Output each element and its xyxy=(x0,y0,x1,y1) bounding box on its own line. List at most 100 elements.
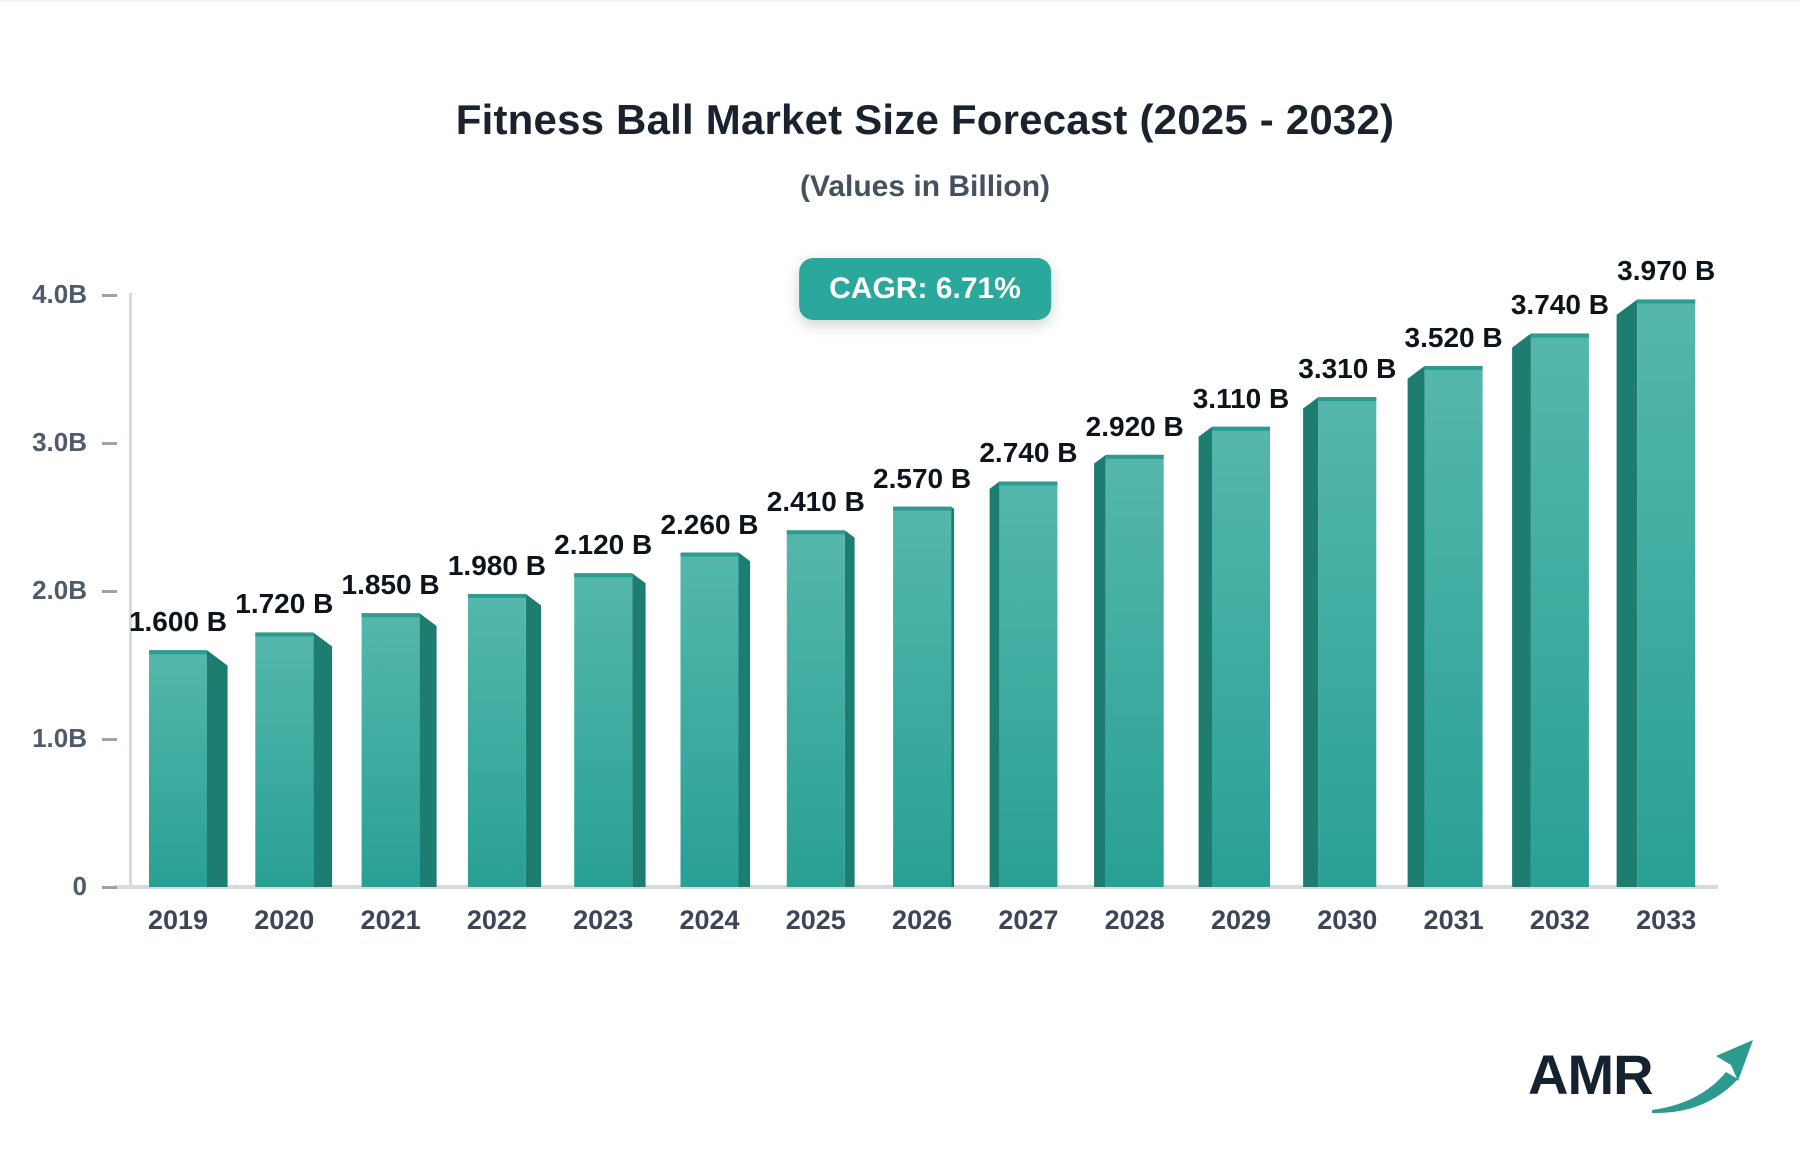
bar-top-edge xyxy=(786,530,845,535)
bar-2025[interactable] xyxy=(786,530,855,887)
bar-value-label-2029: 3.110 B xyxy=(1192,382,1290,414)
bar-top-edge xyxy=(893,506,952,511)
bar-2022[interactable] xyxy=(467,593,542,887)
x-axis-label-2021: 2021 xyxy=(360,905,421,935)
bar-side-face xyxy=(844,530,855,887)
bar-front-face xyxy=(467,593,526,887)
bar-side-face xyxy=(1616,299,1638,887)
bar-2029[interactable] xyxy=(1198,426,1270,887)
bar-top-edge xyxy=(255,632,314,637)
amr-logo-text: AMR xyxy=(1528,1043,1654,1106)
bar-value-label-2025: 2.410 B xyxy=(766,486,865,518)
bar-front-face xyxy=(149,650,207,887)
bar-2030[interactable] xyxy=(1303,397,1377,887)
x-axis-label-2032: 2032 xyxy=(1529,905,1590,935)
bar-side-face xyxy=(632,573,646,887)
bar-front-face xyxy=(1530,333,1589,888)
bar-side-face xyxy=(989,481,1000,887)
y-axis-tick-label: 4.0B xyxy=(32,279,87,309)
x-axis-label-2033: 2033 xyxy=(1636,905,1697,935)
bar-value-label-2031: 3.520 B xyxy=(1404,322,1503,354)
bar-front-face xyxy=(1105,454,1164,887)
chart-subtitle: (Values in Billion) xyxy=(799,170,1051,203)
bar-front-face xyxy=(1318,397,1377,887)
x-axis-label-2023: 2023 xyxy=(573,905,634,935)
bar-front-face xyxy=(361,613,420,887)
bar-side-face xyxy=(207,650,228,887)
bar-front-face xyxy=(1637,299,1696,887)
bar-value-label-2032: 3.740 B xyxy=(1510,289,1609,321)
bar-value-label-2033: 3.970 B xyxy=(1617,255,1716,287)
x-axis-label-2028: 2028 xyxy=(1104,905,1165,935)
bar-2021[interactable] xyxy=(361,613,437,887)
bar-top-edge xyxy=(680,552,739,557)
bar-2024[interactable] xyxy=(680,552,751,887)
bar-side-face xyxy=(738,552,751,887)
y-axis-tick-label: 1.0B xyxy=(32,723,87,753)
bar-front-face xyxy=(255,632,314,887)
bar-value-label-2026: 2.570 B xyxy=(873,462,972,494)
bar-side-face xyxy=(525,593,542,887)
bar-top-edge xyxy=(574,573,633,578)
bar-2023[interactable] xyxy=(574,573,646,887)
bar-value-label-2019: 1.600 B xyxy=(128,606,228,638)
bar-top-edge xyxy=(1212,426,1270,431)
bar-2032[interactable] xyxy=(1512,333,1589,888)
bar-value-label-2022: 1.980 B xyxy=(447,549,546,581)
y-axis-tick xyxy=(102,885,117,889)
x-axis-label-2022: 2022 xyxy=(466,905,527,935)
amr-logo[interactable]: AMR xyxy=(1528,1030,1753,1120)
bar-top-edge xyxy=(467,593,526,598)
bar-front-face xyxy=(1424,366,1483,887)
bar-top-edge xyxy=(1530,333,1589,338)
y-axis-tick xyxy=(102,293,117,297)
bar-value-label-2027: 2.740 B xyxy=(979,437,1078,469)
y-axis-tick xyxy=(102,441,117,445)
bar-value-label-2024: 2.260 B xyxy=(660,508,759,540)
bar-side-face xyxy=(1198,426,1212,887)
x-axis-label-2020: 2020 xyxy=(254,905,315,935)
bar-top-edge xyxy=(361,613,420,618)
bar-top-edge xyxy=(149,650,207,655)
bar-value-label-2023: 2.120 B xyxy=(554,529,653,561)
bar-front-face xyxy=(893,506,952,887)
bar-2028[interactable] xyxy=(1094,454,1164,887)
bar-top-edge xyxy=(1318,397,1377,402)
y-axis-tick-label: 3.0B xyxy=(32,427,87,457)
chart-title: Fitness Ball Market Size Forecast (2025 … xyxy=(455,96,1395,143)
growth-arrow-icon xyxy=(1652,1040,1753,1114)
bar-front-face xyxy=(680,552,739,887)
cagr-badge: CAGR: 6.71% xyxy=(799,258,1051,320)
bar-2026[interactable] xyxy=(893,506,955,887)
bar-side-face xyxy=(1303,397,1319,887)
y-axis-tick-label: 2.0B xyxy=(32,575,87,605)
x-axis-label-2025: 2025 xyxy=(785,905,846,935)
bar-value-label-2020: 1.720 B xyxy=(235,588,334,620)
x-axis-label-2024: 2024 xyxy=(679,905,740,935)
bar-2027[interactable] xyxy=(989,481,1058,887)
bar-side-face xyxy=(419,613,437,887)
x-axis-label-2026: 2026 xyxy=(892,905,953,935)
bar-front-face xyxy=(999,481,1058,887)
bar-2020[interactable] xyxy=(255,632,333,887)
bar-top-edge xyxy=(1105,454,1164,459)
x-axis-label-2030: 2030 xyxy=(1317,905,1378,935)
x-axis-label-2029: 2029 xyxy=(1210,905,1272,935)
bar-side-face xyxy=(951,506,955,887)
y-axis-tick-label: 0 xyxy=(72,871,87,901)
y-axis-line xyxy=(129,293,132,887)
bar-2033[interactable] xyxy=(1616,299,1696,887)
bar-2019[interactable] xyxy=(149,650,228,887)
bar-side-face xyxy=(1512,333,1531,888)
bar-front-face xyxy=(1212,426,1270,887)
bar-side-face xyxy=(313,632,333,887)
y-axis-tick xyxy=(102,589,117,593)
bar-value-label-2028: 2.920 B xyxy=(1085,410,1184,442)
bar-value-label-2021: 1.850 B xyxy=(341,569,440,601)
bar-2031[interactable] xyxy=(1407,366,1483,887)
bar-top-edge xyxy=(999,481,1058,486)
bar-front-face xyxy=(574,573,633,887)
x-axis-label-2019: 2019 xyxy=(147,905,209,935)
